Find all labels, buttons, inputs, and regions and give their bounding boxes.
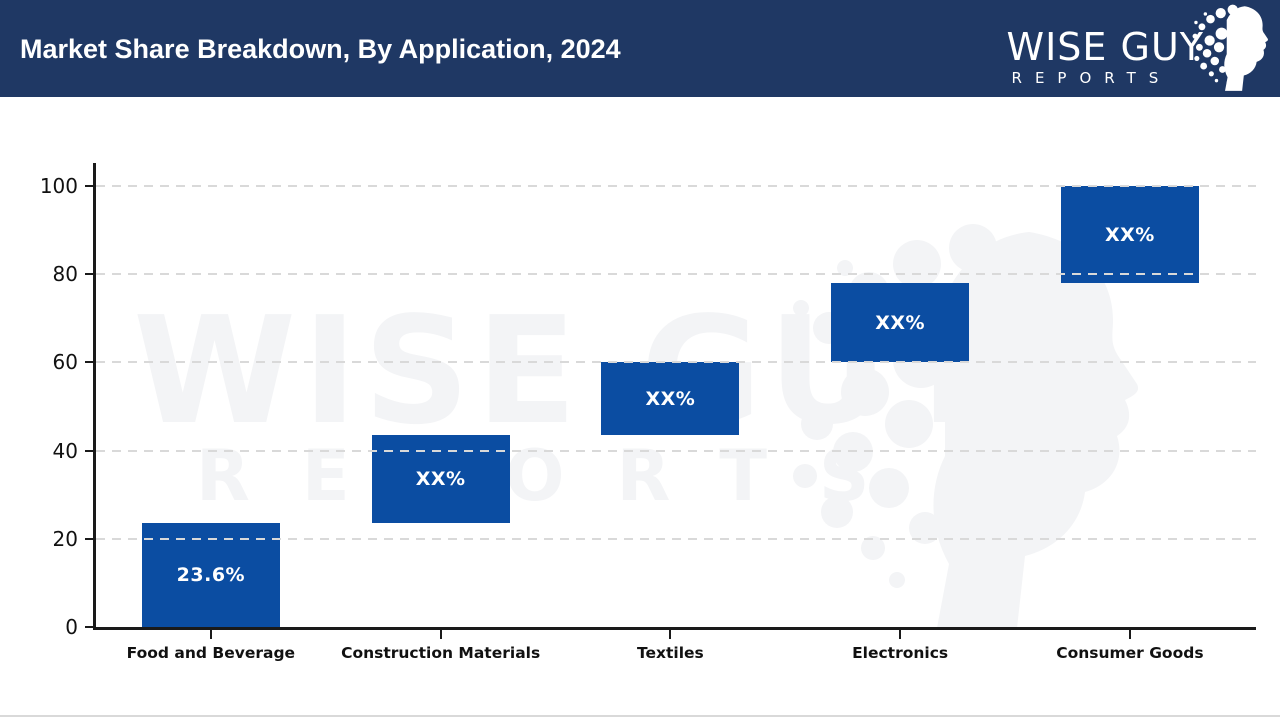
y-tick-0 <box>85 626 94 628</box>
gridline-y-20 <box>96 537 1256 540</box>
logo-wordmark: WISE GUY <box>1006 25 1204 69</box>
bar-3: XX% <box>831 283 970 363</box>
bar-4: XX% <box>1060 186 1199 284</box>
gridline-y-60 <box>96 361 1256 364</box>
page-title: Market Share Breakdown, By Application, … <box>20 34 621 64</box>
y-tick-label-20: 20 <box>52 526 78 551</box>
gridline-y-80 <box>96 273 1256 276</box>
bar-value-label: 23.6% <box>176 563 246 586</box>
y-tick-label-40: 40 <box>52 438 78 463</box>
y-tick-20 <box>85 537 94 540</box>
x-tick-4 <box>1128 630 1131 639</box>
wiseguy-head-icon <box>1192 4 1268 91</box>
bar-value-label: XX% <box>645 387 696 410</box>
y-tick-80 <box>85 273 94 276</box>
x-tick-0 <box>209 630 212 639</box>
bar-2: XX% <box>601 362 740 435</box>
watermark-subtitle: REPORTS <box>196 435 922 517</box>
x-category-label: Construction Materials <box>341 644 541 662</box>
y-axis <box>93 163 96 630</box>
bar-value-label: XX% <box>415 467 466 490</box>
x-axis <box>93 627 1256 630</box>
y-tick-60 <box>85 361 94 364</box>
bottom-divider <box>0 715 1280 717</box>
header-bar: Market Share Breakdown, By Application, … <box>0 0 1280 97</box>
bar-0: 23.6% <box>141 522 280 627</box>
x-tick-3 <box>899 630 902 639</box>
bar-1: XX% <box>371 434 510 523</box>
y-tick-label-80: 80 <box>52 262 78 287</box>
watermark-head-icon <box>785 224 1139 628</box>
gridline-y-100 <box>96 185 1256 187</box>
x-category-label: Consumer Goods <box>1056 644 1204 662</box>
y-tick-label-100: 100 <box>39 174 78 198</box>
x-category-label: Electronics <box>852 644 949 662</box>
logo-text: WISE GUY REPORTS <box>1007 28 1204 87</box>
y-tick-100 <box>85 185 94 187</box>
x-category-label: Textiles <box>636 644 704 662</box>
y-tick-label-60: 60 <box>52 350 78 375</box>
logo-subtitle: REPORTS <box>1011 69 1172 87</box>
bar-value-label: XX% <box>875 311 926 334</box>
gridline-y-40 <box>96 449 1256 452</box>
wiseguy-logo: WISE GUY REPORTS <box>1007 2 1274 96</box>
x-tick-2 <box>669 630 672 639</box>
y-tick-40 <box>85 449 94 452</box>
x-category-label: Food and Beverage <box>126 644 296 662</box>
y-tick-label-0: 0 <box>65 615 78 639</box>
bar-value-label: XX% <box>1104 223 1155 246</box>
chart-area: WISE GUY REPORTS 0 20 40 60 80 100 23.6% Food a… <box>0 97 1280 717</box>
x-tick-1 <box>439 630 442 639</box>
